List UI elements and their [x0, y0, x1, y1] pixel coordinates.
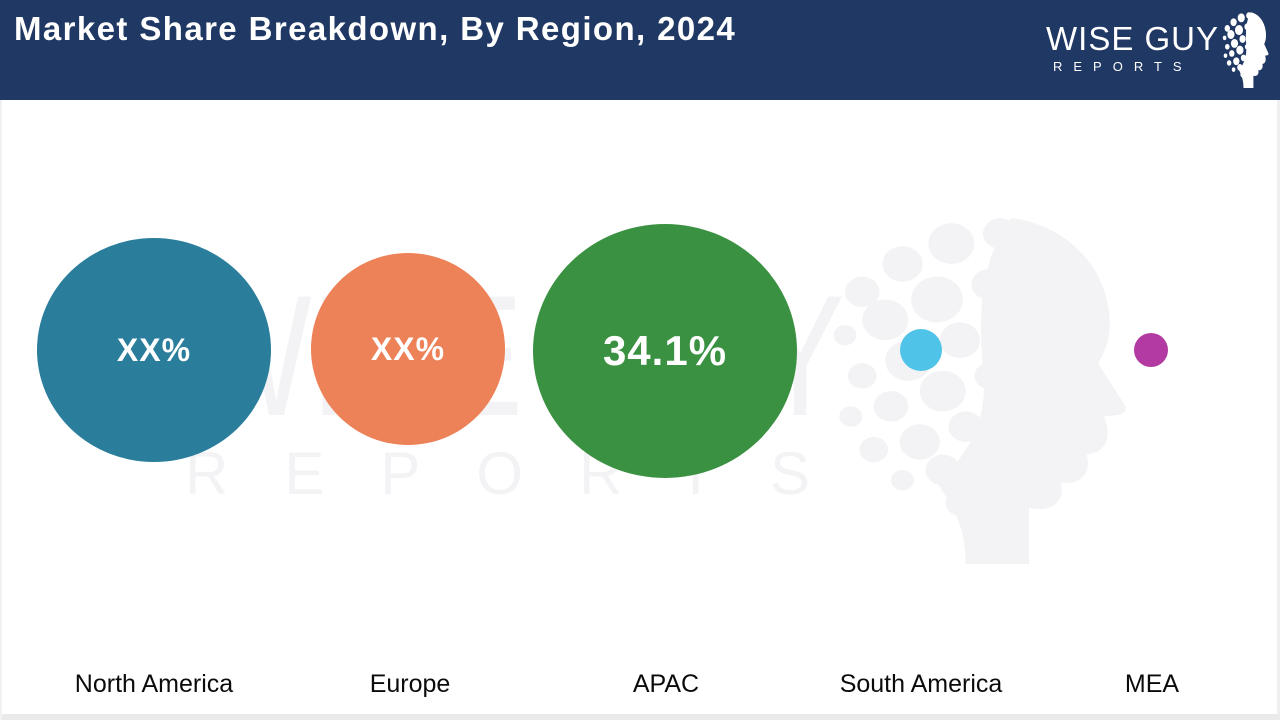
logo-reports-text: REPORTS	[1053, 59, 1193, 74]
bubble-value-label: XX%	[116, 331, 192, 368]
logo-text: WISE GUY REPORTS	[1046, 22, 1219, 74]
category-label-south-america: South America	[839, 670, 1003, 698]
bubble-europe: XX%	[311, 253, 505, 445]
bubble-mea	[1134, 333, 1168, 367]
category-label-north-america: North America	[74, 670, 234, 698]
category-label-apac: APAC	[632, 670, 700, 698]
bubble-apac: 34.1%	[533, 224, 797, 478]
right-edge-line	[1277, 100, 1280, 714]
page-title: Market Share Breakdown, By Region, 2024	[14, 10, 737, 47]
bottom-edge-line	[0, 714, 1280, 720]
category-label-europe: Europe	[369, 670, 451, 698]
bubble-value-label: 34.1%	[602, 327, 728, 374]
logo-brand-text: WISE GUY	[1046, 20, 1220, 57]
watermark-reports-text: REPORTS	[185, 440, 866, 507]
header-bar: Market Share Breakdown, By Region, 2024 …	[0, 0, 1280, 100]
bubble-north-america: XX%	[37, 238, 271, 462]
wiseguy-head-icon	[1221, 10, 1275, 88]
bubble-south-america	[900, 329, 942, 371]
watermark-head-icon	[822, 208, 1167, 564]
wiseguy-logo: WISE GUY REPORTS	[1046, 22, 1275, 88]
category-label-mea: MEA	[1124, 670, 1180, 698]
left-edge-line	[0, 100, 2, 720]
bubble-value-label: XX%	[370, 330, 446, 367]
